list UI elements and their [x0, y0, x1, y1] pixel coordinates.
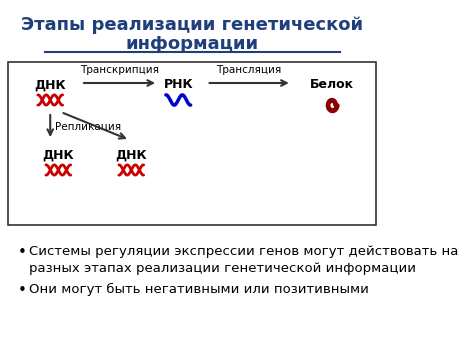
- Text: Они могут быть негативными или позитивными: Они могут быть негативными или позитивны…: [29, 283, 369, 296]
- Text: Этапы реализации генетической: Этапы реализации генетической: [21, 16, 363, 34]
- Text: Трансляция: Трансляция: [216, 65, 282, 75]
- Text: Транскрипция: Транскрипция: [80, 65, 159, 75]
- Text: ДНК: ДНК: [35, 78, 66, 92]
- Text: •: •: [18, 283, 27, 298]
- Text: Белок: Белок: [310, 78, 354, 92]
- Text: Репликация: Репликация: [55, 122, 121, 132]
- Text: информации: информации: [126, 35, 259, 53]
- Text: Системы регуляции экспрессии генов могут действовать на
разных этапах реализации: Системы регуляции экспрессии генов могут…: [29, 245, 458, 275]
- Bar: [8, 62, 376, 225]
- Text: ДНК: ДНК: [116, 148, 147, 162]
- Text: РНК: РНК: [164, 78, 193, 92]
- Text: •: •: [18, 245, 27, 260]
- Text: ДНК: ДНК: [43, 148, 74, 162]
